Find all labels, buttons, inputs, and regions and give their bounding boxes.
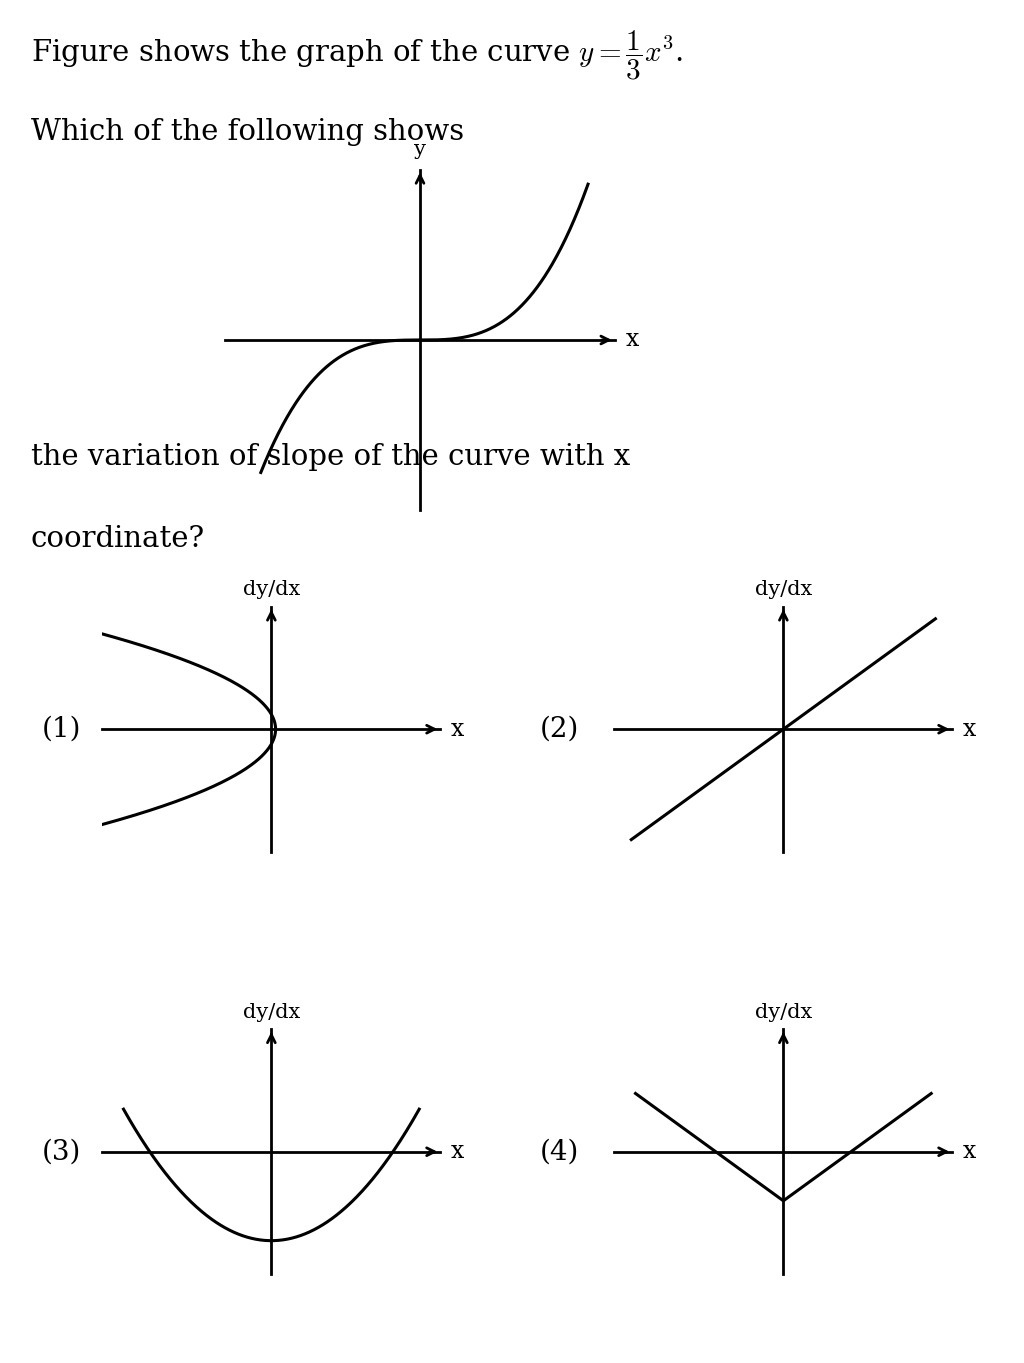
Text: (3): (3): [42, 1138, 81, 1165]
Text: dy/dx: dy/dx: [755, 1003, 812, 1022]
Text: coordinate?: coordinate?: [31, 526, 205, 553]
Text: (1): (1): [42, 716, 81, 743]
Text: Figure shows the graph of the curve $y = \dfrac{1}{3}x^3$.: Figure shows the graph of the curve $y =…: [31, 29, 683, 82]
Text: dy/dx: dy/dx: [755, 581, 812, 600]
Text: dy/dx: dy/dx: [243, 581, 300, 600]
Text: x: x: [451, 718, 464, 740]
Text: x: x: [963, 1141, 976, 1163]
Text: x: x: [963, 718, 976, 740]
Text: (2): (2): [540, 716, 580, 743]
Text: dy/dx: dy/dx: [243, 1003, 300, 1022]
Text: y: y: [414, 140, 426, 159]
Text: x: x: [451, 1141, 464, 1163]
Text: Which of the following shows: Which of the following shows: [31, 117, 464, 146]
Text: the variation of slope of the curve with x: the variation of slope of the curve with…: [31, 443, 630, 472]
Text: (4): (4): [540, 1138, 580, 1165]
Text: x: x: [627, 328, 639, 352]
